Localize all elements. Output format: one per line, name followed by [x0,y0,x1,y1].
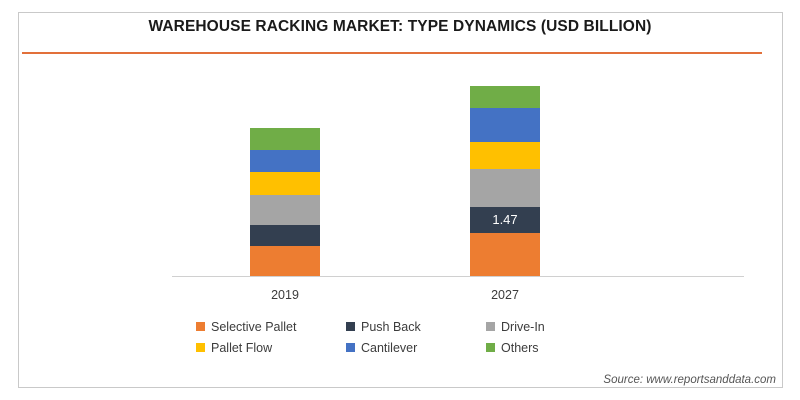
stacked-bar-2019[interactable] [250,0,320,276]
bar-segment-pallet-flow-2019[interactable] [250,171,320,195]
bar-segment-push-back-2019[interactable] [250,224,320,246]
category-axis-line [172,276,744,277]
legend-item-pallet-flow[interactable]: Pallet Flow [196,341,346,355]
legend-label: Drive-In [501,319,545,334]
legend-label: Others [501,340,539,355]
bar-segment-selective-pallet-2027[interactable] [470,232,540,276]
bar-segment-drive-in-2019[interactable] [250,194,320,225]
legend-label: Push Back [361,319,421,334]
x-axis-label-2027: 2027 [491,288,519,302]
legend-label: Cantilever [361,340,418,355]
legend-item-others[interactable]: Others [486,341,616,355]
legend-swatch-icon [196,343,205,352]
legend-item-drive-in[interactable]: Drive-In [486,320,616,334]
legend-swatch-icon [346,343,355,352]
bar-segment-cantilever-2027[interactable] [470,107,540,142]
legend-item-cantilever[interactable]: Cantilever [346,341,486,355]
legend-swatch-icon [196,322,205,331]
bar-segment-push-back-2027[interactable]: 1.47 [470,206,540,233]
title-underline-rule [22,52,762,54]
legend-swatch-icon [486,343,495,352]
bar-segment-drive-in-2027[interactable] [470,168,540,207]
bar-segment-pallet-flow-2027[interactable] [470,141,540,169]
x-axis-label-2019: 2019 [271,288,299,302]
bar-segment-selective-pallet-2019[interactable] [250,245,320,276]
chart-legend: Selective Pallet Push Back Drive-In Pallet … [196,316,616,358]
legend-swatch-icon [346,322,355,331]
legend-swatch-icon [486,322,495,331]
legend-label: Pallet Flow [211,340,273,355]
data-label-push-back-2027: 1.47 [492,211,518,227]
legend-item-push-back[interactable]: Push Back [346,320,486,334]
legend-label: Selective Pallet [211,319,297,334]
source-attribution: Source: www.reportsanddata.com [603,374,776,386]
stacked-bar-2027[interactable]: 1.47 [470,0,540,276]
bar-segment-cantilever-2019[interactable] [250,149,320,172]
legend-item-selective-pallet[interactable]: Selective Pallet [196,320,346,334]
bar-segment-others-2019[interactable] [250,127,320,150]
chart-frame [18,12,783,388]
chart-title: WAREHOUSE RACKING MARKET: TYPE DYNAMICS … [148,18,652,35]
bar-segment-others-2027[interactable] [470,85,540,108]
